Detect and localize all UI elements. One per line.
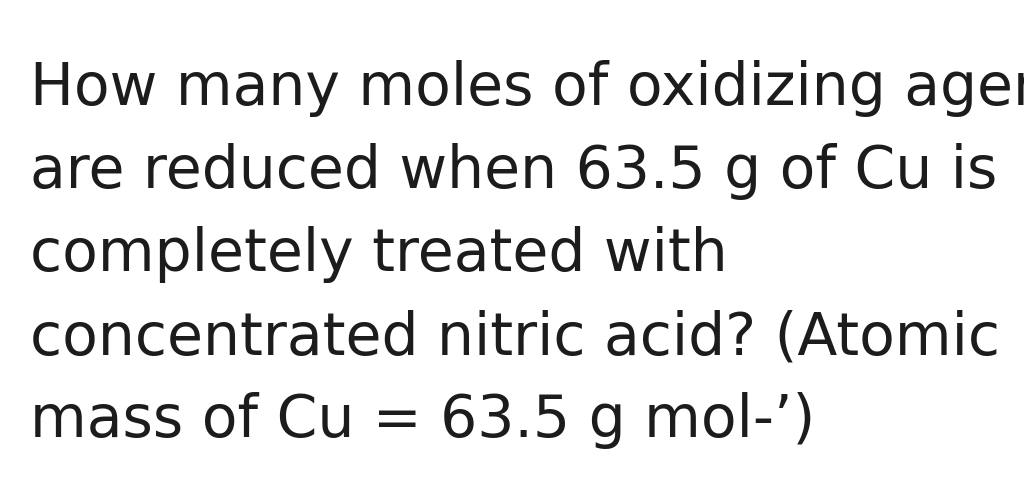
Text: are reduced when 63.5 g of Cu is: are reduced when 63.5 g of Cu is xyxy=(30,143,997,200)
Text: concentrated nitric acid? (Atomic: concentrated nitric acid? (Atomic xyxy=(30,309,1000,366)
Text: mass of Cu = 63.5 g mol-’): mass of Cu = 63.5 g mol-’) xyxy=(30,392,815,449)
Text: How many moles of oxidizing agent: How many moles of oxidizing agent xyxy=(30,60,1024,117)
Text: completely treated with: completely treated with xyxy=(30,226,728,283)
